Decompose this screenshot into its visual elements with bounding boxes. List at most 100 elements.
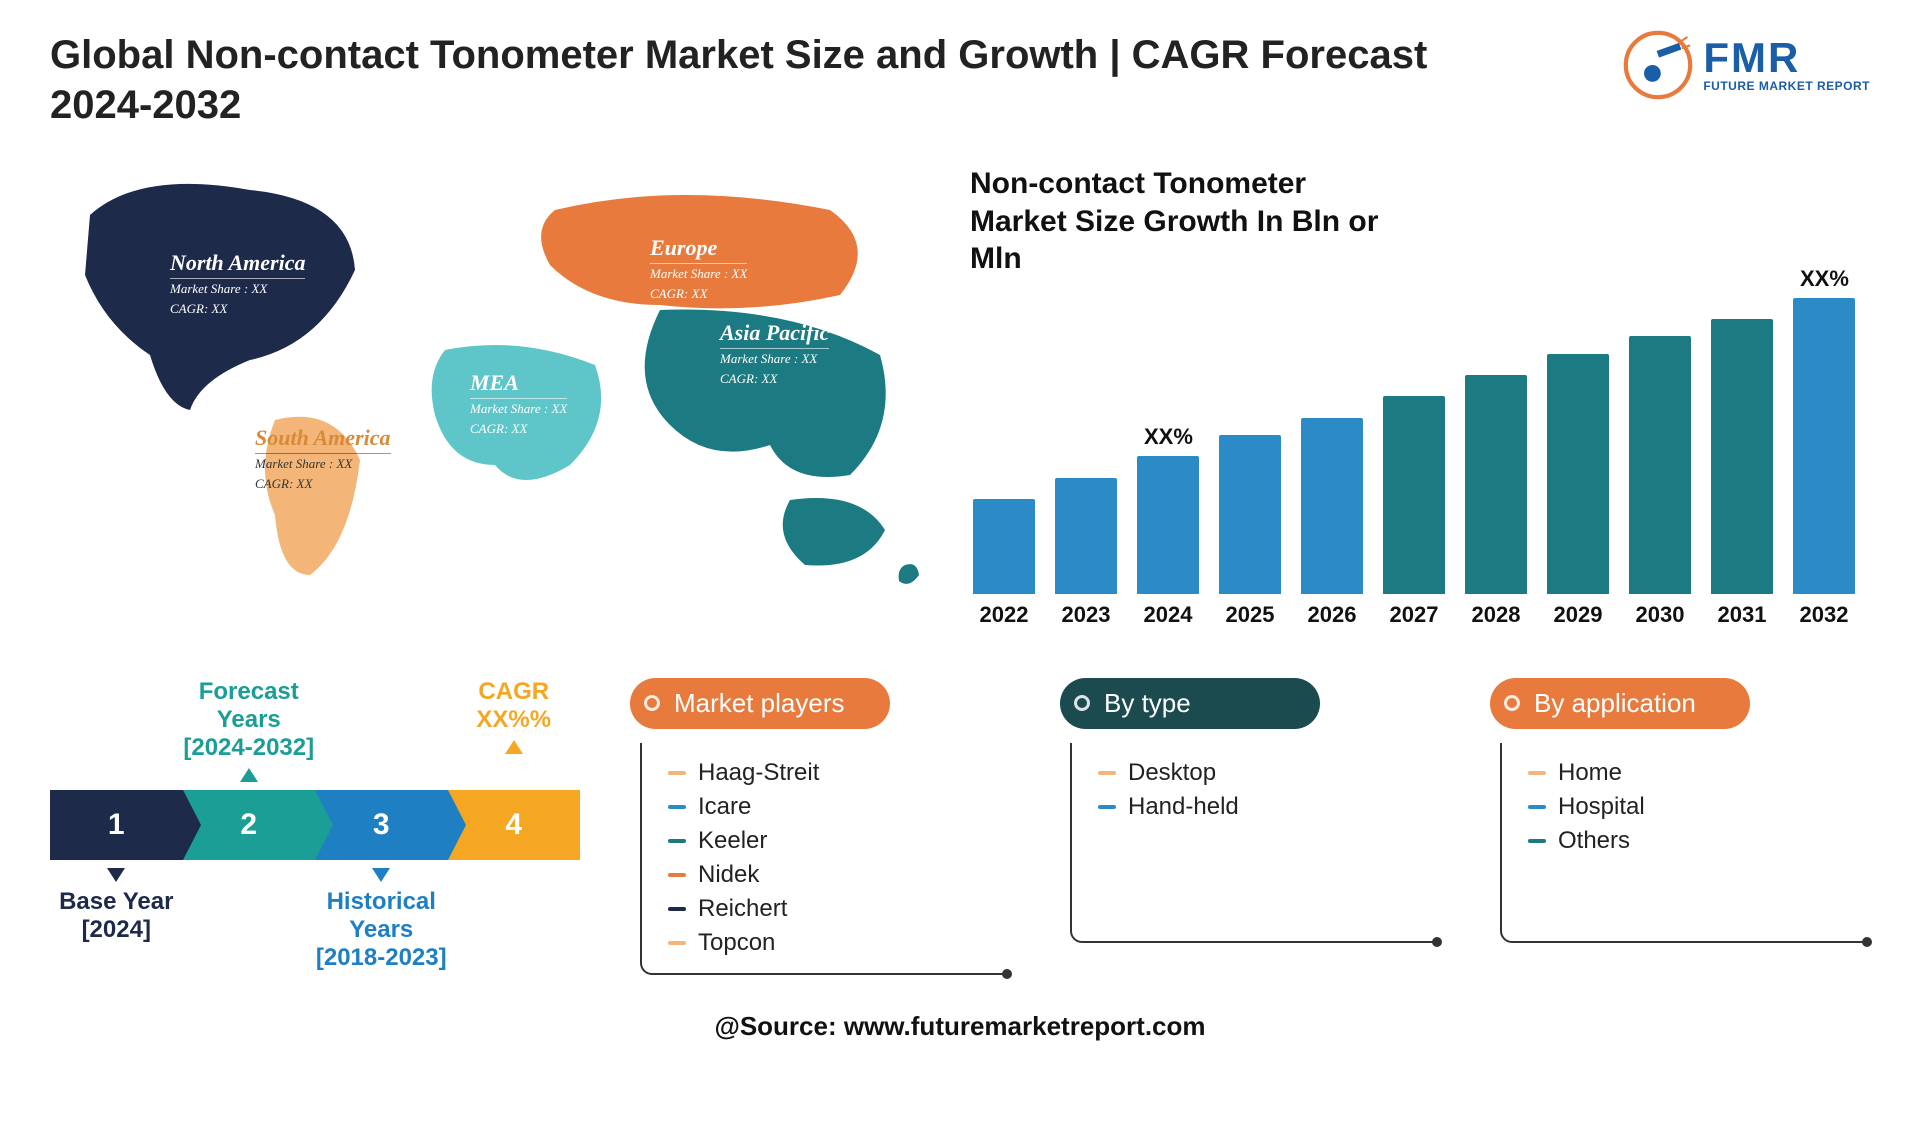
- bar-rect: [1629, 336, 1691, 593]
- label-south-america: South America Market Share : XX CAGR: XX: [255, 425, 391, 492]
- page-title: Global Non-contact Tonometer Market Size…: [50, 30, 1450, 130]
- bar-2032: 2032: [1790, 298, 1858, 628]
- category-1: By type Desktop Hand-held: [1060, 678, 1440, 975]
- category-item: Others: [1528, 827, 1870, 855]
- bar-year-label: 2024: [1144, 602, 1193, 628]
- category-2: By application Home Hospital Others: [1490, 678, 1870, 975]
- bullet-icon: [1504, 695, 1520, 711]
- category-item-label: Topcon: [698, 929, 775, 957]
- bar-rect: [1547, 354, 1609, 594]
- timeline-seg-1: 1: [50, 790, 183, 860]
- cagr-label: CAGR XX%%: [448, 678, 581, 782]
- bar-2028: 2028: [1462, 375, 1530, 628]
- timeline-seg-4: 4: [448, 790, 581, 860]
- tick-icon: [1528, 839, 1546, 843]
- base-year-label: Base Year [2024]: [50, 868, 183, 972]
- bullet-icon: [1074, 695, 1090, 711]
- timeline-bar: 1 2 3 4: [50, 790, 580, 860]
- category-item-label: Keeler: [698, 827, 767, 855]
- chart-annotation: XX%: [1800, 266, 1849, 292]
- category-item-label: Icare: [698, 793, 751, 821]
- growth-bar-chart: Non-contact Tonometer Market Size Growth…: [970, 155, 1870, 628]
- bar-rect: [1137, 456, 1199, 593]
- bottom-row: Forecast Years [2024-2032] CAGR XX%% 1 2…: [50, 678, 1870, 975]
- label-europe: Europe Market Share : XX CAGR: XX: [650, 235, 747, 302]
- category-item-label: Hand-held: [1128, 793, 1239, 821]
- category-item: Hand-held: [1098, 793, 1440, 821]
- category-item-label: Reichert: [698, 895, 787, 923]
- bar-2022: 2022: [970, 499, 1038, 627]
- tick-icon: [668, 873, 686, 877]
- bar-rect: [1793, 298, 1855, 594]
- tick-icon: [1528, 771, 1546, 775]
- forecast-years-label: Forecast Years [2024-2032]: [183, 678, 316, 782]
- label-north-america: North America Market Share : XX CAGR: XX: [170, 250, 305, 317]
- timeline-area: Forecast Years [2024-2032] CAGR XX%% 1 2…: [50, 678, 580, 972]
- category-item-label: Haag-Streit: [698, 759, 819, 787]
- category-item-label: Hospital: [1558, 793, 1645, 821]
- bar-2029: 2029: [1544, 354, 1612, 628]
- category-item: Reichert: [668, 895, 1010, 923]
- category-item: Haag-Streit: [668, 759, 1010, 787]
- bar-rect: [1383, 396, 1445, 593]
- bar-year-label: 2032: [1800, 602, 1849, 628]
- category-item-label: Nidek: [698, 861, 759, 889]
- logo-text: FMR: [1703, 37, 1870, 79]
- logo-subtitle: FUTURE MARKET REPORT: [1703, 79, 1870, 93]
- bar-2031: 2031: [1708, 319, 1776, 627]
- category-title: By type: [1104, 688, 1191, 719]
- tick-icon: [668, 771, 686, 775]
- category-item: Desktop: [1098, 759, 1440, 787]
- bar-2024: 2024: [1134, 456, 1202, 627]
- bar-year-label: 2029: [1554, 602, 1603, 628]
- category-item-label: Desktop: [1128, 759, 1216, 787]
- region-australia: [783, 498, 885, 566]
- chart-title: Non-contact Tonometer Market Size Growth…: [970, 165, 1390, 278]
- bar-year-label: 2025: [1226, 602, 1275, 628]
- bar-rect: [1219, 435, 1281, 594]
- bar-2025: 2025: [1216, 435, 1284, 628]
- top-row: North America Market Share : XX CAGR: XX…: [50, 155, 1870, 628]
- bullet-icon: [644, 695, 660, 711]
- category-item: Home: [1528, 759, 1870, 787]
- category-body: Haag-Streit Icare Keeler Nidek Reichert Topco…: [640, 743, 1010, 975]
- timeline-seg-3: 3: [315, 790, 448, 860]
- logo: FMR FUTURE MARKET REPORT: [1623, 30, 1870, 100]
- category-item: Hospital: [1528, 793, 1870, 821]
- categories: Market players Haag-Streit Icare Keeler Nide…: [630, 678, 1870, 975]
- bar-rect: [1301, 418, 1363, 594]
- category-item: Icare: [668, 793, 1010, 821]
- tick-icon: [668, 805, 686, 809]
- bar-year-label: 2023: [1062, 602, 1111, 628]
- category-header: Market players: [630, 678, 890, 729]
- category-body: Home Hospital Others: [1500, 743, 1870, 943]
- telescope-icon: [1623, 30, 1693, 100]
- tick-icon: [1098, 805, 1116, 809]
- bar-rect: [973, 499, 1035, 593]
- tick-icon: [668, 839, 686, 843]
- category-item: Nidek: [668, 861, 1010, 889]
- category-header: By type: [1060, 678, 1320, 729]
- label-asia-pacific: Asia Pacific Market Share : XX CAGR: XX: [720, 320, 829, 387]
- header: Global Non-contact Tonometer Market Size…: [50, 30, 1870, 130]
- bar-year-label: 2026: [1308, 602, 1357, 628]
- category-item: Keeler: [668, 827, 1010, 855]
- category-0: Market players Haag-Streit Icare Keeler Nide…: [630, 678, 1010, 975]
- bar-2027: 2027: [1380, 396, 1448, 627]
- region-nz: [899, 564, 919, 584]
- category-body: Desktop Hand-held: [1070, 743, 1440, 943]
- bar-2023: 2023: [1052, 478, 1120, 628]
- chart-bars: 2022202320242025202620272028202920302031…: [970, 298, 1870, 628]
- category-item: Topcon: [668, 929, 1010, 957]
- tick-icon: [1098, 771, 1116, 775]
- bar-rect: [1055, 478, 1117, 594]
- tick-icon: [668, 907, 686, 911]
- category-header: By application: [1490, 678, 1750, 729]
- bar-2026: 2026: [1298, 418, 1366, 628]
- bar-year-label: 2031: [1718, 602, 1767, 628]
- historical-years-label: Historical Years [2018-2023]: [315, 868, 448, 972]
- category-item-label: Home: [1558, 759, 1622, 787]
- world-map: North America Market Share : XX CAGR: XX…: [50, 155, 930, 595]
- label-mea: MEA Market Share : XX CAGR: XX: [470, 370, 567, 437]
- bar-rect: [1711, 319, 1773, 593]
